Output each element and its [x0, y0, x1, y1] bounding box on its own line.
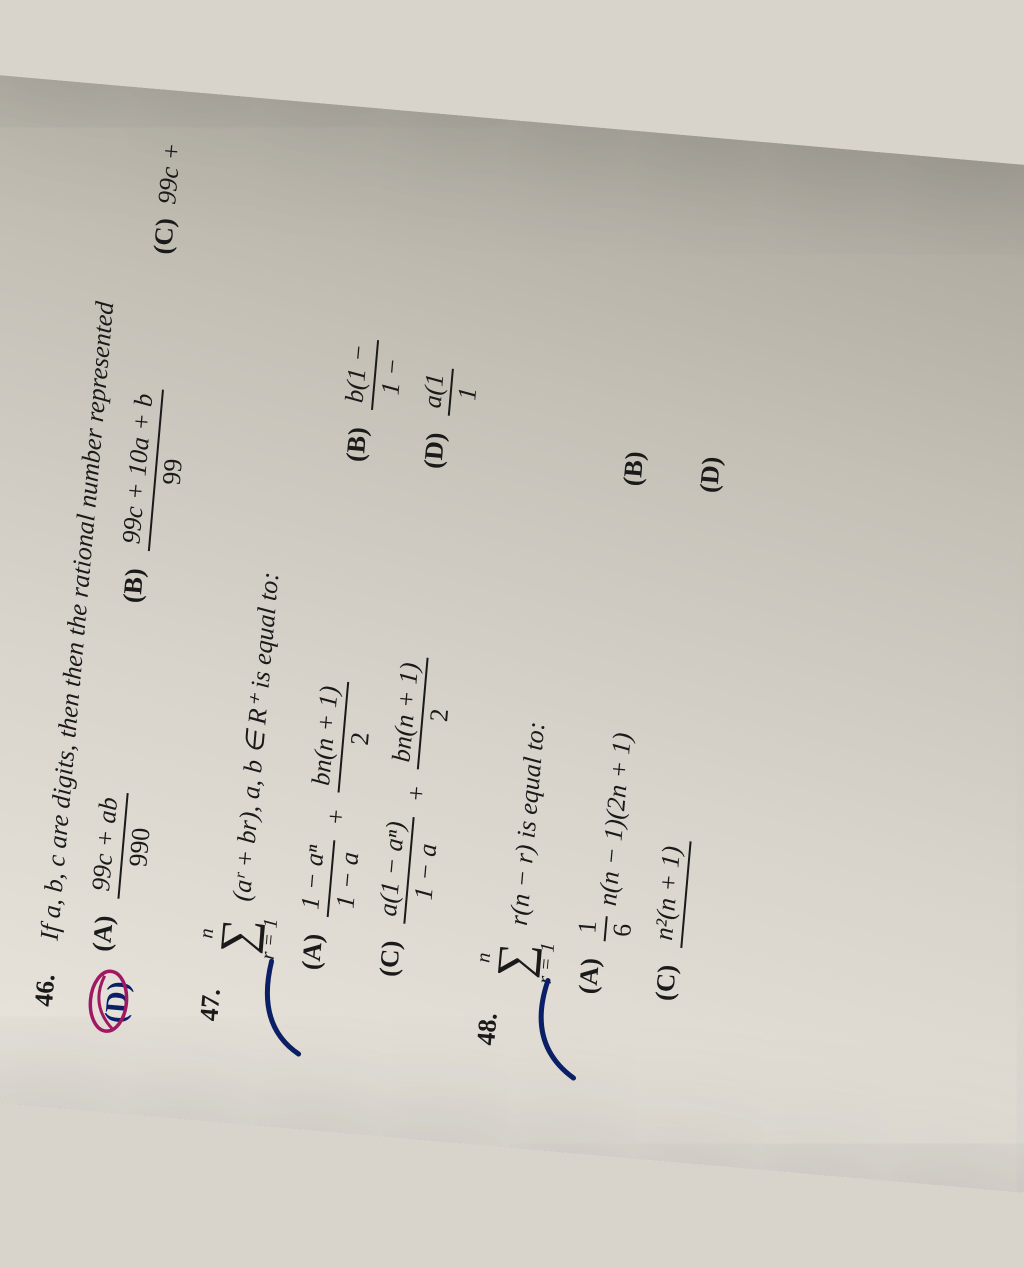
- q48-opt-b: (B): [612, 225, 674, 487]
- option-label: (B): [612, 450, 654, 488]
- option-label: (B): [112, 567, 154, 605]
- circled-d: (D): [93, 979, 141, 1024]
- question-48: 48. n ∑ r = 1 r(n − r) is equal to: (A): [466, 0, 799, 1064]
- page-content: 46. If a, b, c are digits, then then the…: [24, 0, 832, 1067]
- q46-opt-a-fraction: 99c + ab 990: [87, 790, 159, 901]
- scanned-page: 46. If a, b, c are digits, then then the…: [0, 69, 1024, 1200]
- fraction-fragment: n²(n + 1): [650, 839, 722, 951]
- option-label: (B): [336, 425, 378, 463]
- q47-opt-a-expr: 1 − aⁿ 1 − a + bn(n + 1) 2: [296, 675, 380, 924]
- option-label: (A): [82, 914, 124, 953]
- q46-opt-c-fragment: 99c +: [147, 141, 191, 206]
- q47-number: 47.: [189, 960, 233, 1023]
- q46-opt-b-fraction: 99c + 10a + b 99: [117, 387, 194, 555]
- handwritten-curve-48: [521, 969, 590, 1084]
- q48-opt-d: (D): [689, 232, 751, 494]
- option-label: (D): [689, 455, 731, 494]
- q46-opt-b: (B) 99c + 10a + b 99: [112, 342, 198, 607]
- fraction: 1 6: [573, 913, 638, 943]
- q46-number: 46.: [24, 945, 68, 1008]
- option-label: (D): [413, 431, 455, 470]
- q48-number: 48.: [466, 984, 510, 1047]
- q46-opt-a: (A) 99c + ab 990: [82, 691, 168, 956]
- fraction-fragment: b(1 − 1 −: [340, 337, 409, 413]
- handwritten-d-mark: (D): [93, 979, 141, 1024]
- q47-opt-c-expr: a(1 − aⁿ) 1 − a + bn(n + 1) 2: [373, 651, 460, 930]
- fraction: 1 − aⁿ 1 − a: [296, 838, 366, 920]
- handwritten-curve-47: [249, 945, 318, 1060]
- option-label: (C): [645, 963, 687, 1002]
- option-label: (C): [368, 939, 410, 978]
- fraction: a(1 − aⁿ) 1 − a: [373, 814, 445, 926]
- fraction: bn(n + 1) 2: [387, 655, 460, 772]
- fraction: bn(n + 1) 2: [307, 679, 380, 796]
- pen-stroke-icon: [249, 945, 318, 1060]
- fraction-fragment: a(1 1: [417, 366, 484, 418]
- q47-opt-b: (B) b(1 − 1 −: [336, 201, 422, 466]
- q47-opt-d: (D) a(1 1: [413, 208, 499, 473]
- pen-stroke-icon: [521, 969, 590, 1084]
- q46-opt-c: (C) 99c +: [143, 0, 205, 256]
- q48-opt-a-expr: 1 6 n(n − 1)(2n + 1): [572, 730, 654, 948]
- question-47: 47. n ∑ r = 1 (aʳ + br), a, b ∈ R⁺ is eq…: [189, 0, 522, 1040]
- sigma-icon: ∑: [215, 917, 261, 955]
- option-label: (C): [143, 216, 185, 255]
